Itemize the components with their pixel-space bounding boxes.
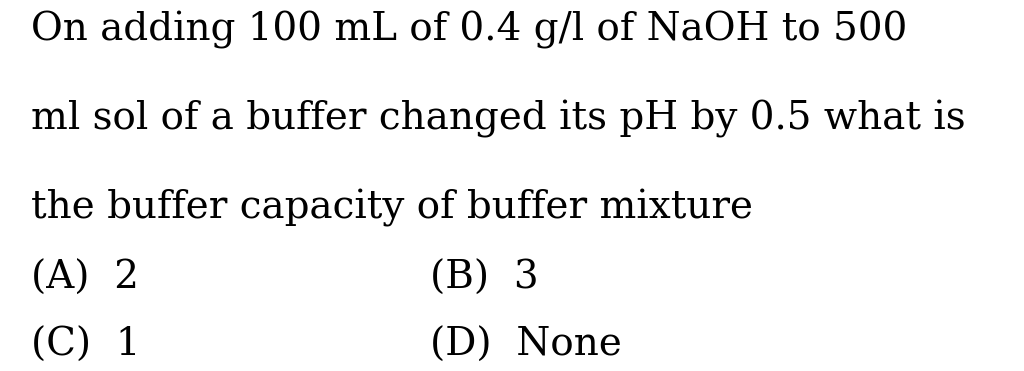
Text: (D)  None: (D) None — [430, 326, 622, 364]
Text: (C)  1: (C) 1 — [31, 326, 140, 364]
Text: (A)  2: (A) 2 — [31, 260, 138, 297]
Text: ml sol of a buffer changed its pH by 0.5 what is: ml sol of a buffer changed its pH by 0.5… — [31, 100, 966, 138]
Text: the buffer capacity of buffer mixture: the buffer capacity of buffer mixture — [31, 189, 753, 227]
Text: (B)  3: (B) 3 — [430, 260, 539, 297]
Text: On adding 100 mL of 0.4 g/l of NaOH to 500: On adding 100 mL of 0.4 g/l of NaOH to 5… — [31, 11, 907, 49]
